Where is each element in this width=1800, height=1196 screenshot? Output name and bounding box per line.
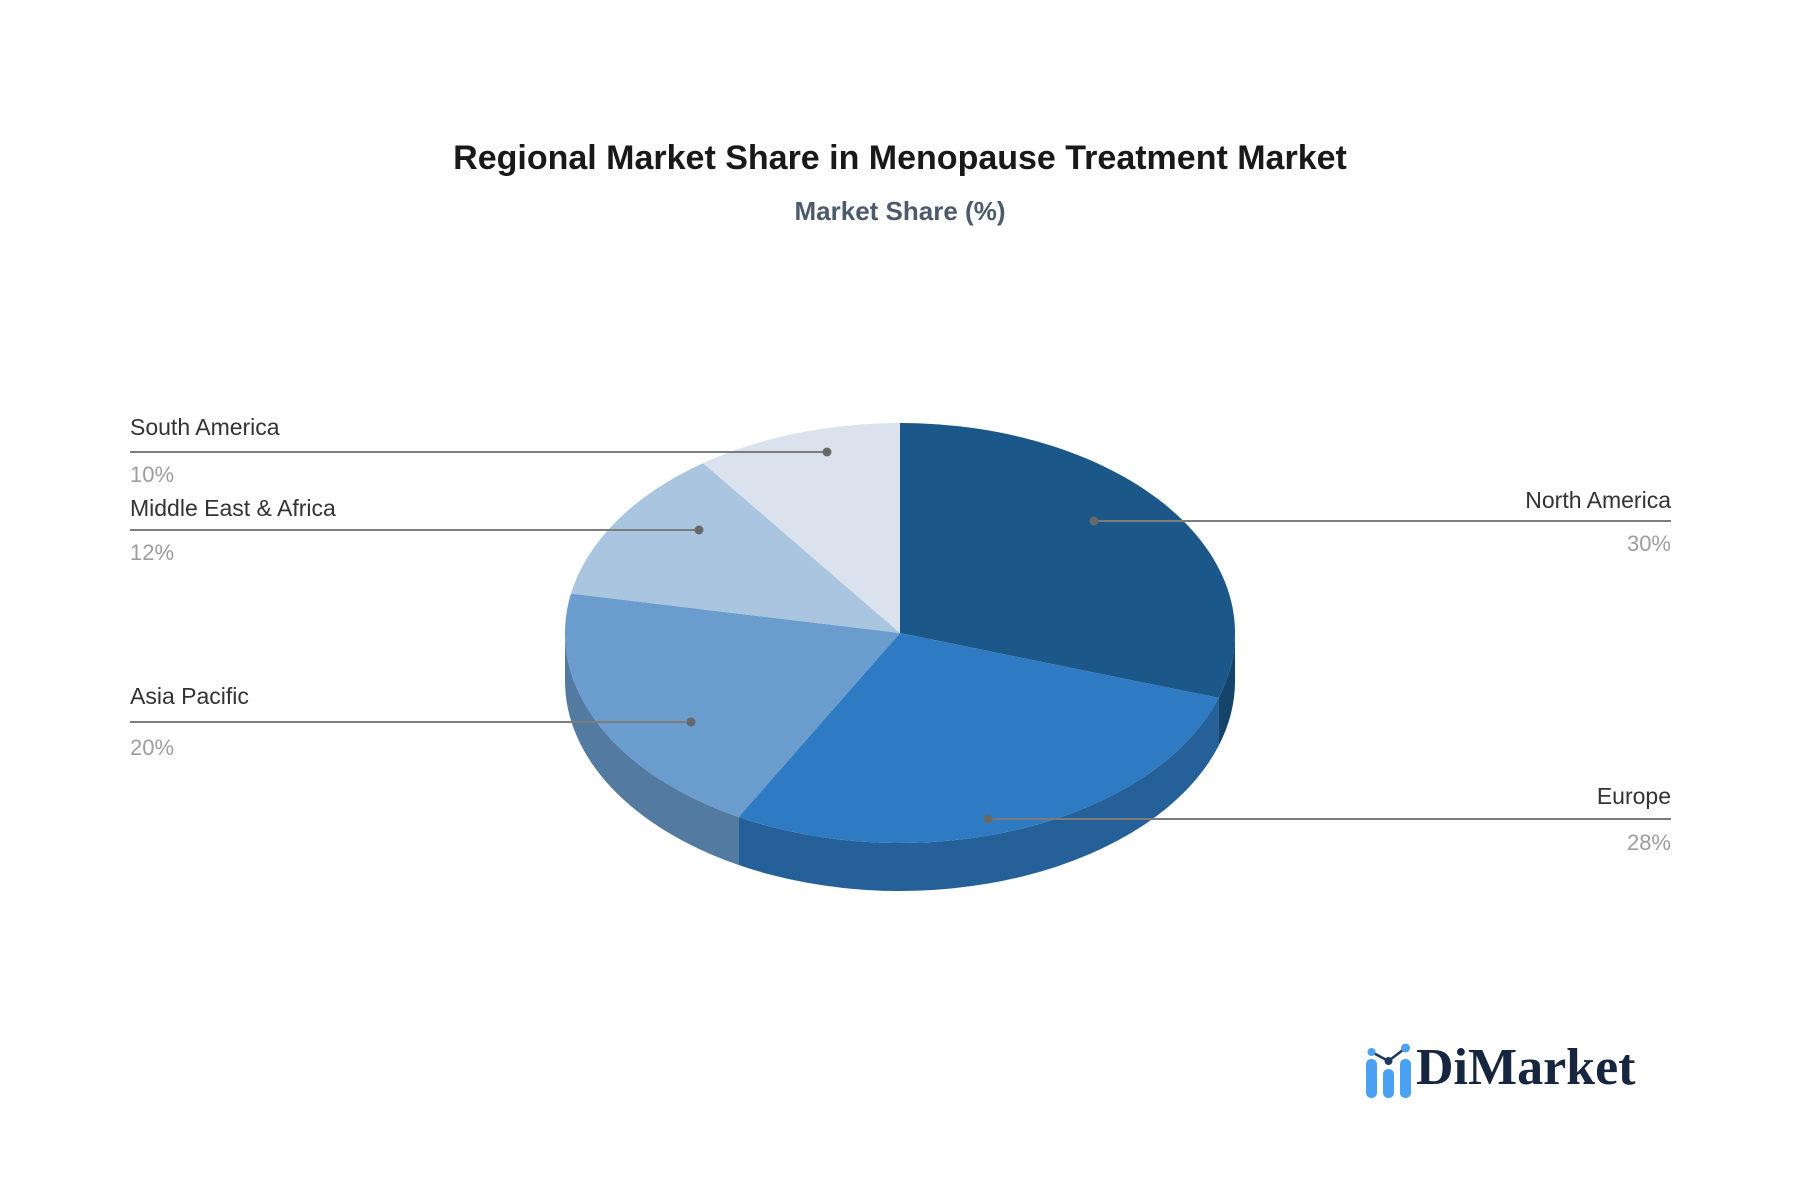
slice-label-europe: Europe [1596,783,1671,809]
chart-subtitle: Market Share (%) [794,196,1006,226]
dimarket-logo-text: DiMarket [1416,1039,1636,1096]
dimarket-logo: DiMarket [1356,1032,1776,1112]
slice-pct-middle-east-africa: 12% [130,540,175,565]
slice-pct-europe: 28% [1626,830,1671,855]
chart-title: Regional Market Share in Menopause Treat… [453,139,1347,177]
label-connector-dot [694,525,704,535]
label-connector-dot [983,814,993,824]
pie-slice-middle-east-africa[interactable] [570,463,900,633]
pie-slice-europe[interactable] [738,633,1219,843]
pie-slice-side-asia-pacific [565,633,739,866]
label-connector-dot [822,447,832,457]
slice-label-north-america: North America [1525,487,1671,513]
slice-label-middle-east-africa: Middle East & Africa [130,495,336,521]
pie-slice-north-america[interactable] [900,423,1235,698]
slice-pct-asia-pacific: 20% [130,735,175,760]
slice-pct-south-america: 10% [130,462,175,487]
pie-slice-asia-pacific[interactable] [565,593,900,818]
pie-slice-side-north-america [1218,633,1235,746]
slice-label-asia-pacific: Asia Pacific [130,683,249,709]
slice-pct-north-america: 30% [1626,531,1671,556]
dimarket-logo-icon [1366,1043,1411,1098]
pie-slice-south-america[interactable] [703,423,900,633]
label-connector-dot [686,717,696,727]
label-connector-dot [1089,516,1099,526]
pie-slice-side-europe [738,697,1219,891]
slice-label-south-america: South America [130,414,280,440]
